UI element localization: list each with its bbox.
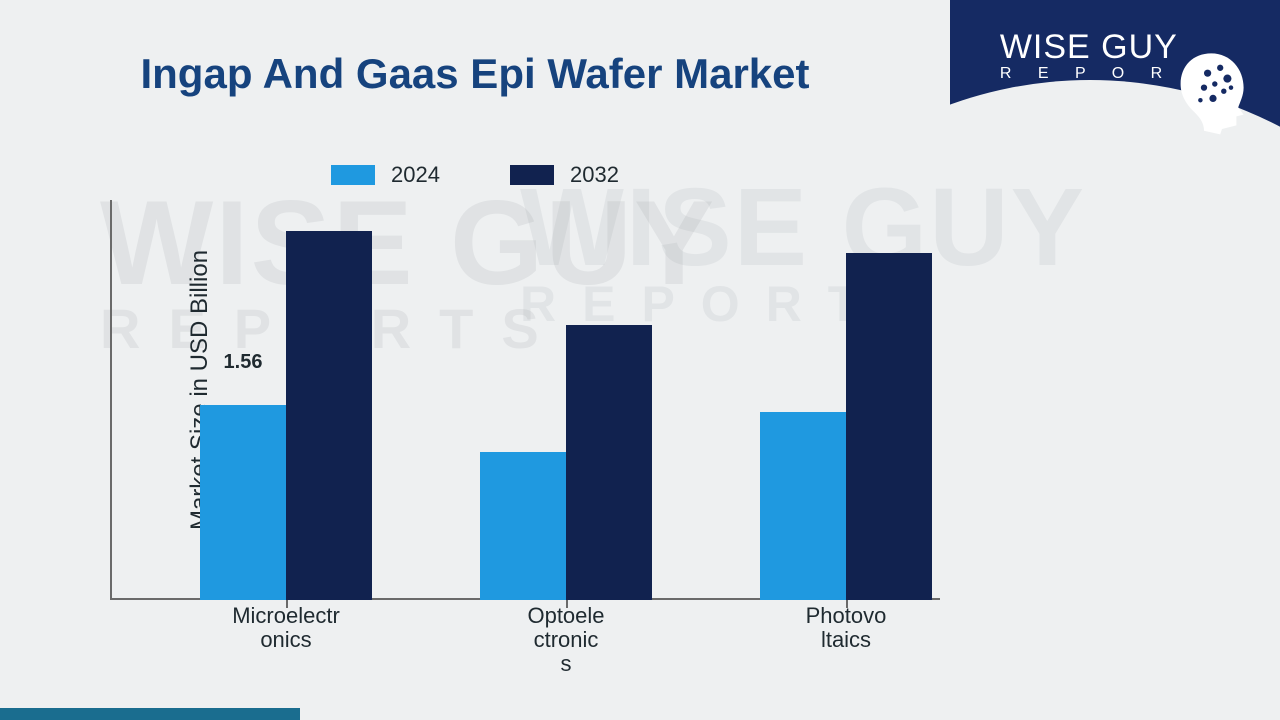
category-label-photovoltaics: Photovoltaics (771, 604, 921, 652)
bar-2032-optoelectronics (566, 325, 652, 600)
bar-2032-photovoltaics (846, 253, 932, 600)
legend-label-2024: 2024 (391, 162, 440, 188)
chart-legend: 2024 2032 (0, 162, 950, 188)
brand-logo: WISE GUY R E P O R T S (1000, 28, 1246, 83)
category-label-microelectronics: Microelectronics (211, 604, 361, 652)
category-label-optoelectronics: Optoelectronics (491, 604, 641, 677)
chart-title: Ingap And Gaas Epi Wafer Market (0, 50, 950, 98)
bar-group-optoelectronics (480, 200, 660, 600)
legend-label-2032: 2032 (570, 162, 619, 188)
legend-item-2032: 2032 (510, 162, 619, 188)
legend-item-2024: 2024 (331, 162, 440, 188)
bar-group-photovoltaics (760, 200, 940, 600)
legend-swatch-2024 (331, 165, 375, 185)
plot-area: 1.56 (110, 200, 940, 600)
bar-group-microelectronics: 1.56 (200, 200, 380, 600)
bottom-accent-bar (0, 708, 300, 720)
infographic-stage: WISE GUY REPORTS WISE GUY REPORTS Ingap … (0, 0, 1280, 720)
bar-2024-optoelectronics (480, 452, 566, 600)
legend-swatch-2032 (510, 165, 554, 185)
bar-chart: 1.56 MicroelectronicsOptoelectronicsPhot… (110, 200, 940, 640)
bar-2024-photovoltaics (760, 412, 846, 600)
bar-2032-microelectronics (286, 231, 372, 600)
bar-value-label: 1.56 (200, 351, 286, 378)
bar-2024-microelectronics (200, 405, 286, 600)
head-silhouette-icon (1168, 48, 1258, 138)
